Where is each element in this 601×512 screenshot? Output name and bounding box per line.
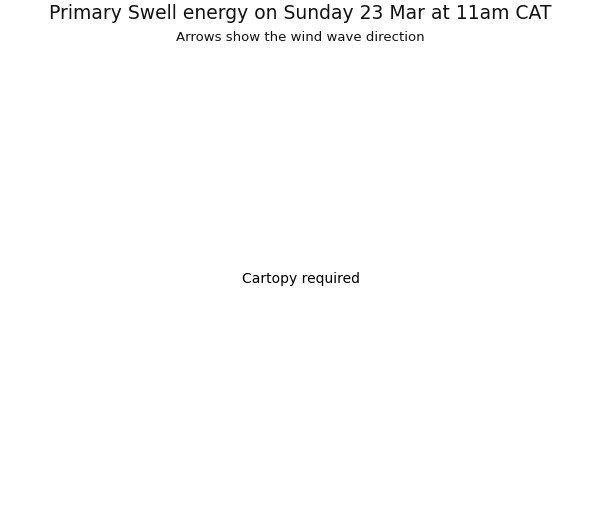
Text: Arrows show the wind wave direction: Arrows show the wind wave direction	[176, 31, 425, 44]
Text: Primary Swell energy on Sunday 23 Mar at 11am CAT: Primary Swell energy on Sunday 23 Mar at…	[49, 4, 552, 24]
Text: Cartopy required: Cartopy required	[242, 272, 359, 286]
